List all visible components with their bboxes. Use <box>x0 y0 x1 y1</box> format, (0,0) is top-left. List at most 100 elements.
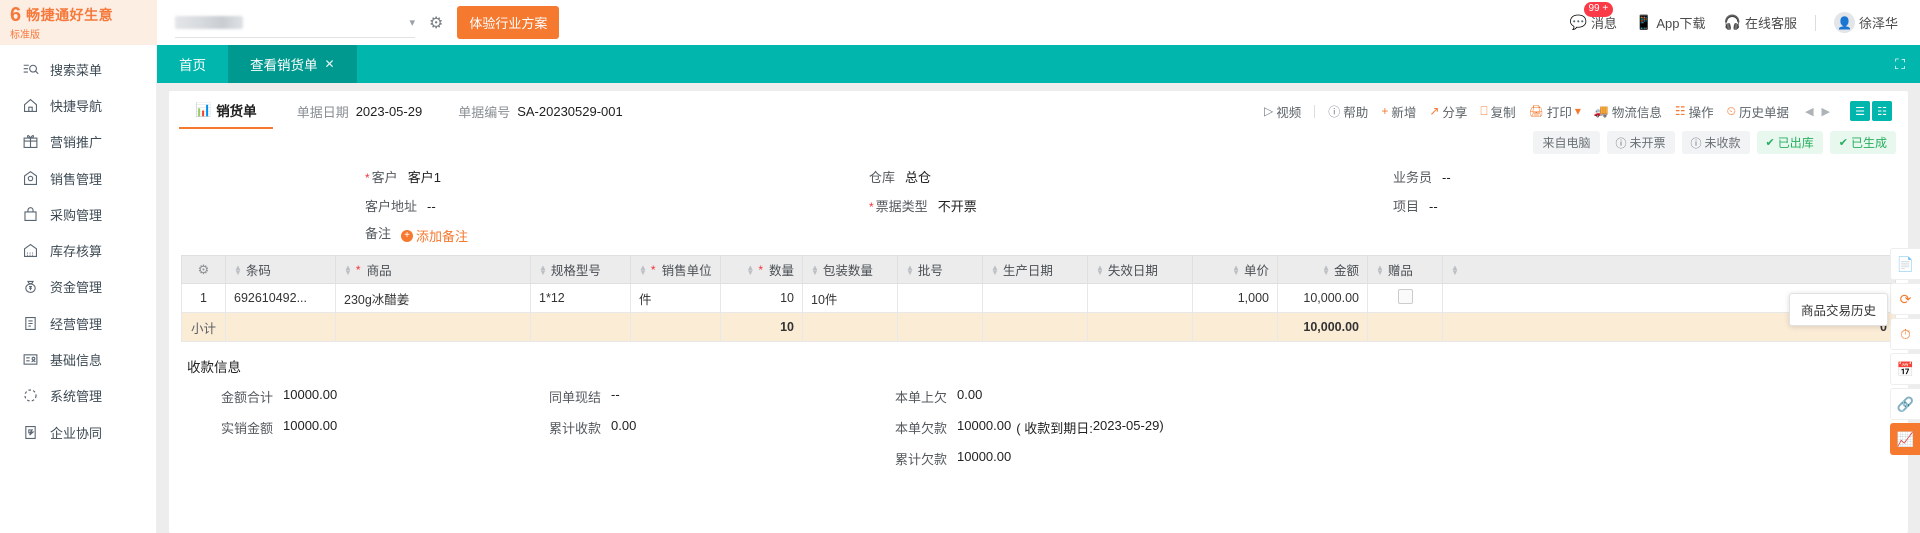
online-service-button[interactable]: 🎧 在线客服 <box>1724 13 1797 32</box>
subtotal-qty: 10 <box>720 312 803 342</box>
messages-badge: 99 + <box>1583 2 1614 17</box>
sidebar-item-search-menu[interactable]: 搜索菜单 <box>0 51 156 87</box>
add-button[interactable]: + 新增 <box>1381 102 1416 121</box>
sort-icon[interactable]: ▲ ▼ <box>234 262 242 277</box>
col-extra[interactable]: ▲ ▼ <box>1442 255 1896 284</box>
sidebar-item-basic-info[interactable]: 基础信息 <box>0 341 156 377</box>
col-prod-date[interactable]: ▲ ▼ 生产日期 <box>982 255 1088 284</box>
share-button[interactable]: ↗ 分享 <box>1429 102 1467 121</box>
brand-logo-icon: 6 <box>10 3 22 26</box>
col-price[interactable]: ▲ ▼ 单价 <box>1192 255 1278 284</box>
field-invoice-type[interactable]: * 票据类型 不开票 <box>869 196 1299 215</box>
field-warehouse[interactable]: 仓库 总仓 <box>869 167 1299 186</box>
due-date-prefix: ( 收款到期日: <box>1016 421 1093 436</box>
col-product[interactable]: ▲ ▼ * 商品 <box>335 255 531 284</box>
sort-icon[interactable]: ▲ ▼ <box>1376 262 1384 277</box>
col-unit[interactable]: ▲ ▼ * 销售单位 <box>630 255 721 284</box>
tab-home[interactable]: 首页 <box>157 45 228 83</box>
add-note-button[interactable]: + 添加备注 <box>401 226 468 245</box>
sidebar-item-inventory[interactable]: 库存核算 <box>0 232 156 268</box>
subtotal-blank <box>1367 312 1443 342</box>
chevron-left-icon[interactable]: ◀ <box>1805 105 1814 118</box>
col-qty[interactable]: ▲ ▼ * 数量 <box>720 255 803 284</box>
sidebar-item-collaboration[interactable]: 企业协同 <box>0 414 156 450</box>
tab-view-sales-order[interactable]: 查看销货单 ✕ <box>228 45 357 83</box>
action-label: 新增 <box>1391 105 1417 120</box>
operations-button[interactable]: ☷ 操作 <box>1675 102 1714 121</box>
doc-type-tab[interactable]: 📊 销货单 <box>179 93 273 129</box>
grid-view-icon[interactable]: ☷ <box>1872 101 1892 121</box>
col-gift[interactable]: ▲ ▼ 赠品 <box>1367 255 1443 284</box>
field-customer[interactable]: * 客户 客户1 <box>169 167 869 186</box>
user-menu[interactable]: 👤 徐泽华 <box>1833 12 1898 33</box>
col-spec[interactable]: ▲ ▼ 规格型号 <box>530 255 631 284</box>
payment-cash-settle: 同单现结 -- <box>549 387 895 406</box>
sidebar-item-system[interactable]: 系统管理 <box>0 378 156 414</box>
expand-icon[interactable]: ⛶ <box>1895 55 1905 72</box>
action-label: 帮助 <box>1343 105 1369 120</box>
sidebar-item-operations[interactable]: 经营管理 <box>0 305 156 341</box>
trial-button[interactable]: 体验行业方案 <box>457 6 560 39</box>
sort-icon[interactable]: ▲ ▼ <box>1096 262 1104 277</box>
cell-gift[interactable] <box>1367 283 1443 313</box>
gift-checkbox[interactable] <box>1397 289 1413 304</box>
sidebar-item-sales[interactable]: 销售管理 <box>0 160 156 196</box>
clock-icon[interactable]: ⏱ <box>1890 318 1920 350</box>
table-row[interactable]: 1 692610492... 230g冰醋姜 1*12 件 10 10件 <box>181 283 1896 313</box>
field-salesman[interactable]: 业务员 -- <box>1299 167 1908 186</box>
chevron-right-icon[interactable]: ▶ <box>1821 105 1830 118</box>
sidebar-item-funds[interactable]: 资金管理 <box>0 269 156 305</box>
sidebar-item-marketing[interactable]: 营销推广 <box>0 124 156 160</box>
payment-current-due: 本单欠款 10000.00 ( 收款到期日: 2023-05-29 ) <box>895 418 1896 437</box>
history-docs-button[interactable]: ⏲ 历史单据 <box>1727 102 1789 121</box>
col-exp-date[interactable]: ▲ ▼ 失效日期 <box>1087 255 1193 284</box>
due-date-suffix: ) <box>1159 418 1164 433</box>
sort-icon[interactable]: ▲ ▼ <box>811 262 819 277</box>
col-barcode[interactable]: ▲ ▼ 条码 <box>225 255 336 284</box>
sidebar-item-label: 基础信息 <box>50 353 103 369</box>
col-pack-qty[interactable]: ▲ ▼ 包装数量 <box>802 255 898 284</box>
action-label: 物流信息 <box>1611 105 1662 120</box>
sort-icon[interactable]: ▲ ▼ <box>746 262 755 277</box>
payment-total-amount: 金额合计 10000.00 <box>181 387 549 406</box>
cell-qty: 10 <box>720 283 803 313</box>
question-circle-icon: ⓘ <box>1328 104 1341 119</box>
help-button[interactable]: ⓘ 帮助 <box>1328 102 1368 121</box>
sidebar-item-quick-nav[interactable]: 快捷导航 <box>0 87 156 123</box>
col-batch[interactable]: ▲ ▼ 批号 <box>897 255 983 284</box>
sort-icon[interactable]: ▲ ▼ <box>1451 262 1459 277</box>
chevron-down-icon[interactable]: ▾ <box>409 16 415 29</box>
logistics-button[interactable]: 🚚 物流信息 <box>1594 102 1662 121</box>
gear-icon[interactable]: ⚙ <box>429 14 444 32</box>
video-button[interactable]: ▷ 视频 <box>1264 102 1301 121</box>
field-customer-address[interactable]: 客户地址 -- <box>169 196 869 215</box>
list-view-icon[interactable]: ☰ <box>1850 101 1870 121</box>
chart-box-icon[interactable]: 📈 <box>1890 423 1920 455</box>
sort-icon[interactable]: ▲ ▼ <box>906 262 914 277</box>
sort-icon[interactable]: ▲ ▼ <box>344 262 352 277</box>
chevron-down-icon[interactable]: ▾ <box>1574 104 1581 118</box>
calendar-icon[interactable]: 📅 <box>1890 353 1920 385</box>
messages-button[interactable]: 💬 消息 99 + <box>1570 2 1617 32</box>
cell-pack-qty: 10件 <box>802 283 898 313</box>
sort-icon[interactable]: ▲ ▼ <box>539 262 547 277</box>
col-settings[interactable]: ⚙ <box>181 255 226 284</box>
col-amount[interactable]: ▲ ▼ 金额 <box>1277 255 1368 284</box>
gear-icon[interactable]: ⚙ <box>197 261 210 277</box>
sort-icon[interactable]: ▲ ▼ <box>1322 262 1330 277</box>
payment-row-3: 累计欠款 10000.00 <box>181 449 1896 468</box>
sidebar-item-purchase[interactable]: 采购管理 <box>0 196 156 232</box>
close-icon[interactable]: ✕ <box>324 57 335 71</box>
doc-date-value: 2023-05-29 <box>355 103 423 119</box>
document-icon[interactable]: 📄 <box>1890 248 1920 280</box>
history-circle-icon[interactable]: ⟳ <box>1890 283 1920 315</box>
app-download-button[interactable]: 📱 App下载 <box>1635 13 1706 32</box>
field-project[interactable]: 项目 -- <box>1299 196 1908 215</box>
sort-icon[interactable]: ▲ ▼ <box>991 262 999 277</box>
company-selector[interactable]: ▾ <box>175 8 415 38</box>
copy-button[interactable]: ⎕ 复制 <box>1480 102 1515 121</box>
sort-icon[interactable]: ▲ ▼ <box>639 262 647 277</box>
sort-icon[interactable]: ▲ ▼ <box>1232 262 1240 277</box>
print-button[interactable]: 🖨 打印 ▾ <box>1529 102 1581 121</box>
link-icon[interactable]: 🔗 <box>1890 388 1920 420</box>
